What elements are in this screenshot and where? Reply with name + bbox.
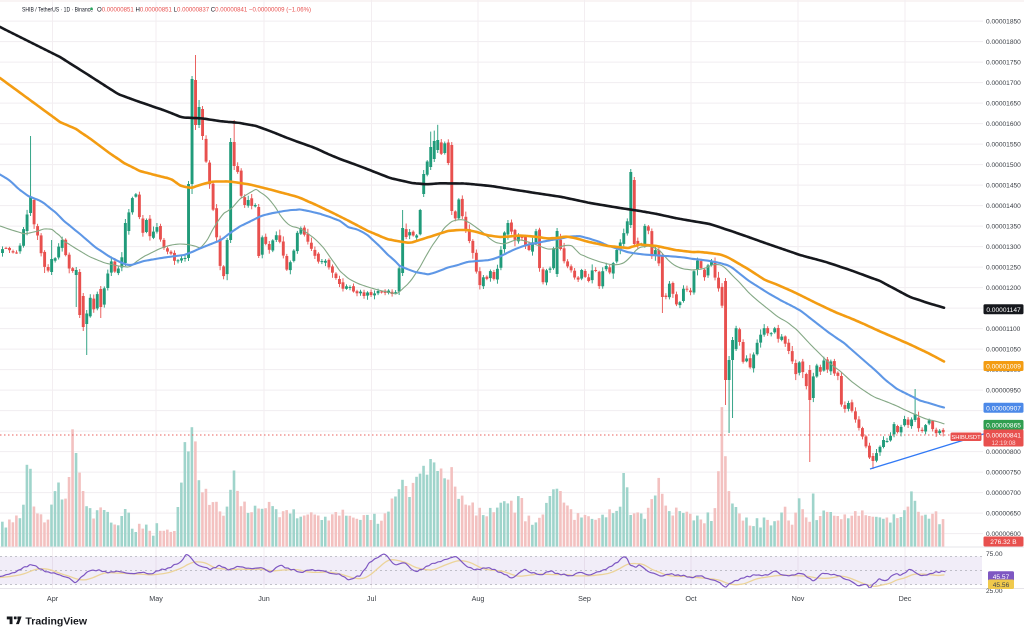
svg-text:75.00: 75.00 [986,551,1003,558]
svg-text:Aug: Aug [472,594,485,603]
svg-text:0.00000907: 0.00000907 [986,405,1021,412]
svg-text:SHIBUSDT: SHIBUSDT [951,435,981,441]
svg-text:0.00000841: 0.00000841 [986,432,1021,439]
svg-text:Nov: Nov [792,594,805,603]
svg-text:45.57: 45.57 [993,574,1010,581]
svg-text:SHIB / TetherUS · 1D · Binance: SHIB / TetherUS · 1D · Binance [22,6,93,13]
svg-text:O0.00000851 H0.00000851 L0.000: O0.00000851 H0.00000851 L0.00000837 C0.0… [97,6,311,13]
svg-text:0.00001750: 0.00001750 [986,60,1021,67]
svg-text:0.00000750: 0.00000750 [986,470,1021,477]
svg-text:0.00000865: 0.00000865 [986,423,1021,430]
svg-text:0.00001147: 0.00001147 [986,307,1021,314]
svg-text:45.56: 45.56 [993,582,1010,589]
svg-text:0.00001050: 0.00001050 [986,347,1021,354]
svg-text:May: May [149,594,163,603]
svg-text:0.00000950: 0.00000950 [986,388,1021,395]
svg-text:0.00001650: 0.00001650 [986,101,1021,108]
svg-text:Jun: Jun [258,594,270,603]
svg-text:0.00001500: 0.00001500 [986,162,1021,169]
svg-text:25.00: 25.00 [986,588,1003,595]
svg-text:0.00001350: 0.00001350 [986,224,1021,231]
svg-text:Apr: Apr [47,594,59,603]
svg-text:0.00001400: 0.00001400 [986,203,1021,210]
svg-text:TradingView: TradingView [25,616,87,628]
svg-text:0.00000700: 0.00000700 [986,490,1021,497]
svg-text:0.00001450: 0.00001450 [986,183,1021,190]
svg-text:Jul: Jul [367,594,377,603]
svg-text:0.00001550: 0.00001550 [986,142,1021,149]
svg-text:Sep: Sep [578,594,591,603]
svg-text:0.00001100: 0.00001100 [986,326,1021,333]
svg-text:276.32 B: 276.32 B [990,539,1017,546]
svg-text:Oct: Oct [685,594,696,603]
svg-text:0.00001300: 0.00001300 [986,244,1021,251]
svg-text:0.00001700: 0.00001700 [986,80,1021,87]
svg-text:0.00000600: 0.00000600 [986,531,1021,538]
svg-text:0.00001009: 0.00001009 [986,364,1021,371]
svg-text:0.00000800: 0.00000800 [986,449,1021,456]
svg-text:0.00001800: 0.00001800 [986,39,1021,46]
svg-text:Dec: Dec [899,594,912,603]
svg-text:0.00001200: 0.00001200 [986,285,1021,292]
svg-text:0.00000650: 0.00000650 [986,511,1021,518]
svg-text:0.00001600: 0.00001600 [986,121,1021,128]
svg-text:0.00001250: 0.00001250 [986,265,1021,272]
svg-text:12:19:08: 12:19:08 [991,440,1016,447]
svg-text:0.00001850: 0.00001850 [986,19,1021,26]
